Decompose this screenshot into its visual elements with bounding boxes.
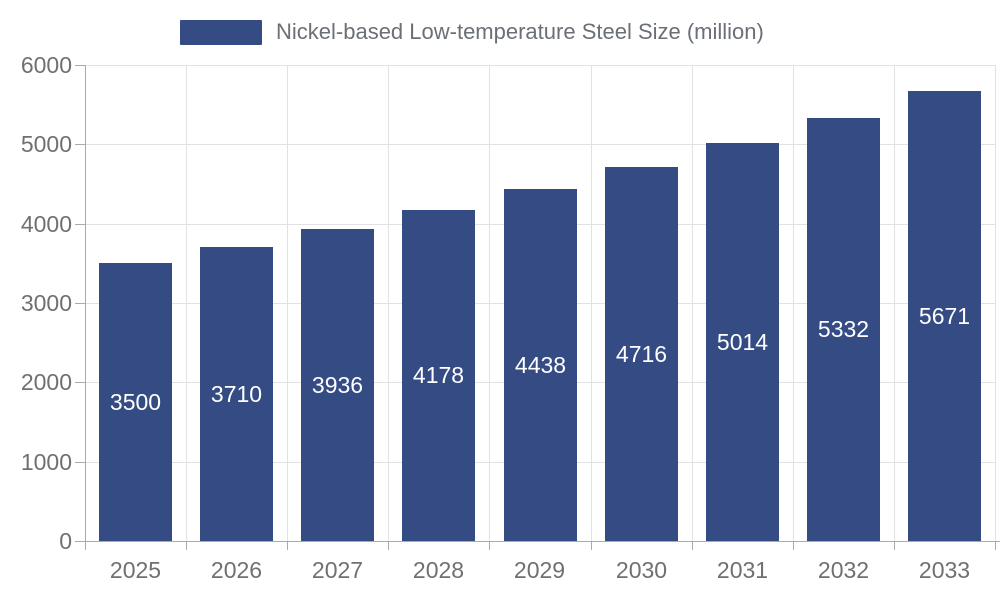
gridline-vertical bbox=[287, 65, 288, 541]
bar-2025[interactable] bbox=[99, 263, 172, 541]
gridline-vertical bbox=[995, 65, 996, 541]
y-axis-tick-label: 3000 bbox=[20, 290, 72, 316]
x-axis-tick bbox=[388, 541, 389, 550]
y-axis-tick-label: 2000 bbox=[20, 369, 72, 395]
x-axis-tick bbox=[489, 541, 490, 550]
x-axis-tick-label: 2026 bbox=[210, 557, 263, 583]
x-axis-tick-label: 2029 bbox=[513, 557, 566, 583]
x-axis-tick-label: 2028 bbox=[412, 557, 465, 583]
y-axis-tick bbox=[75, 303, 85, 304]
bar-2032[interactable] bbox=[807, 118, 880, 541]
legend-label: Nickel-based Low-temperature Steel Size … bbox=[276, 19, 764, 44]
bar-2026[interactable] bbox=[200, 247, 273, 541]
gridline-vertical bbox=[793, 65, 794, 541]
y-axis-tick-label: 1000 bbox=[20, 449, 72, 475]
x-axis-tick bbox=[894, 541, 895, 550]
x-axis-tick bbox=[186, 541, 187, 550]
x-axis-tick bbox=[995, 541, 996, 550]
x-axis-tick-label: 2032 bbox=[817, 557, 870, 583]
gridline-vertical bbox=[692, 65, 693, 541]
x-axis-tick bbox=[85, 541, 86, 550]
legend-swatch-icon bbox=[180, 19, 262, 45]
x-axis-tick bbox=[287, 541, 288, 550]
x-axis-tick bbox=[793, 541, 794, 550]
bar-2027[interactable] bbox=[301, 229, 374, 541]
gridline-horizontal bbox=[85, 65, 995, 66]
legend-item[interactable]: Nickel-based Low-temperature Steel Size … bbox=[180, 19, 764, 45]
gridline-vertical bbox=[591, 65, 592, 541]
gridline-vertical bbox=[388, 65, 389, 541]
x-axis-tick bbox=[591, 541, 592, 550]
x-axis-tick-label: 2031 bbox=[716, 557, 769, 583]
bar-2028[interactable] bbox=[402, 210, 475, 541]
x-axis-tick bbox=[692, 541, 693, 550]
y-axis-tick bbox=[75, 144, 85, 145]
x-axis-tick-label: 2030 bbox=[615, 557, 668, 583]
gridline-vertical bbox=[186, 65, 187, 541]
x-axis-tick-label: 2033 bbox=[918, 557, 971, 583]
y-axis-tick-label: 6000 bbox=[20, 52, 72, 78]
gridline-vertical bbox=[489, 65, 490, 541]
gridline-vertical bbox=[894, 65, 895, 541]
bar-2030[interactable] bbox=[605, 167, 678, 541]
y-axis-tick-label: 0 bbox=[59, 528, 72, 554]
bar-2029[interactable] bbox=[504, 189, 577, 541]
y-axis-tick-label: 4000 bbox=[20, 211, 72, 237]
y-axis-line bbox=[85, 65, 86, 541]
bar-2033[interactable] bbox=[908, 91, 981, 541]
x-axis-line bbox=[75, 541, 1000, 542]
x-axis-tick-label: 2027 bbox=[311, 557, 364, 583]
y-axis-tick bbox=[75, 224, 85, 225]
y-axis-tick bbox=[75, 462, 85, 463]
gridline-horizontal bbox=[85, 144, 995, 145]
y-axis-tick-label: 5000 bbox=[20, 131, 72, 157]
bar-2031[interactable] bbox=[706, 143, 779, 541]
x-axis-tick-label: 2025 bbox=[109, 557, 162, 583]
y-axis-tick bbox=[75, 65, 85, 66]
y-axis-tick bbox=[75, 382, 85, 383]
y-axis-tick bbox=[75, 541, 85, 542]
